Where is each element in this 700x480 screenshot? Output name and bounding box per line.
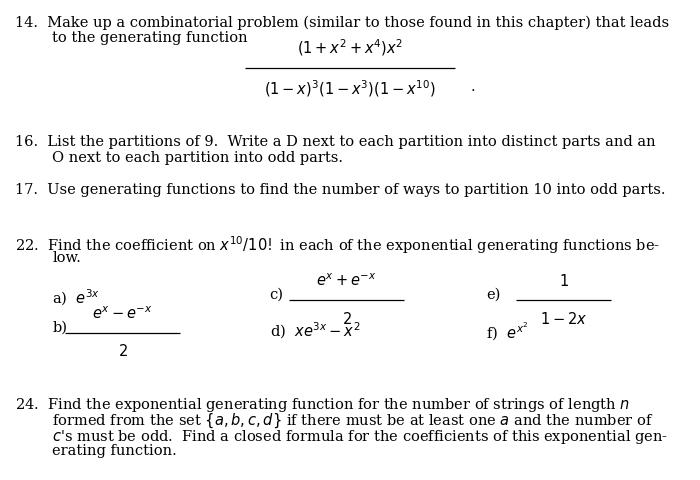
- Text: $(1+x^2+x^4)x^2$: $(1+x^2+x^4)x^2$: [297, 37, 403, 58]
- Text: $e^{x}+e^{-x}$: $e^{x}+e^{-x}$: [316, 273, 377, 289]
- Text: 17.  Use generating functions to find the number of ways to partition 10 into od: 17. Use generating functions to find the…: [15, 183, 666, 197]
- Text: 16.  List the partitions of 9.  Write a D next to each partition into distinct p: 16. List the partitions of 9. Write a D …: [15, 135, 656, 149]
- Text: b): b): [52, 321, 67, 335]
- Text: f)  $e^{x^2}$: f) $e^{x^2}$: [486, 321, 529, 343]
- Text: $c$'s must be odd.  Find a closed formula for the coefficients of this exponenti: $c$'s must be odd. Find a closed formula…: [52, 428, 668, 445]
- Text: formed from the set $\{a, b, c, d\}$ if there must be at least one $a$ and the n: formed from the set $\{a, b, c, d\}$ if …: [52, 412, 655, 430]
- Text: $1-2x$: $1-2x$: [540, 311, 587, 326]
- Text: $1$: $1$: [559, 274, 568, 289]
- Text: $(1-x)^3(1-x^3)(1-x^{10})$: $(1-x)^3(1-x^3)(1-x^{10})$: [264, 79, 436, 99]
- Text: .: .: [470, 80, 475, 94]
- Text: d)  $xe^{3x}-x^2$: d) $xe^{3x}-x^2$: [270, 321, 360, 341]
- Text: to the generating function: to the generating function: [52, 31, 248, 45]
- Text: $2$: $2$: [118, 343, 127, 359]
- Text: low.: low.: [52, 251, 81, 264]
- Text: $e^{x}-e^{-x}$: $e^{x}-e^{-x}$: [92, 305, 153, 322]
- Text: erating function.: erating function.: [52, 444, 177, 457]
- Text: 24.  Find the exponential generating function for the number of strings of lengt: 24. Find the exponential generating func…: [15, 396, 631, 414]
- Text: c): c): [270, 288, 284, 302]
- Text: 14.  Make up a combinatorial problem (similar to those found in this chapter) th: 14. Make up a combinatorial problem (sim…: [15, 15, 669, 30]
- Text: $2$: $2$: [342, 311, 351, 326]
- Text: 22.  Find the coefficient on $x^{10}/10!$ in each of the exponential generating : 22. Find the coefficient on $x^{10}/10!$…: [15, 234, 661, 256]
- Text: a)  $e^{3x}$: a) $e^{3x}$: [52, 288, 101, 308]
- Text: e): e): [486, 288, 501, 302]
- Text: O next to each partition into odd parts.: O next to each partition into odd parts.: [52, 151, 344, 165]
